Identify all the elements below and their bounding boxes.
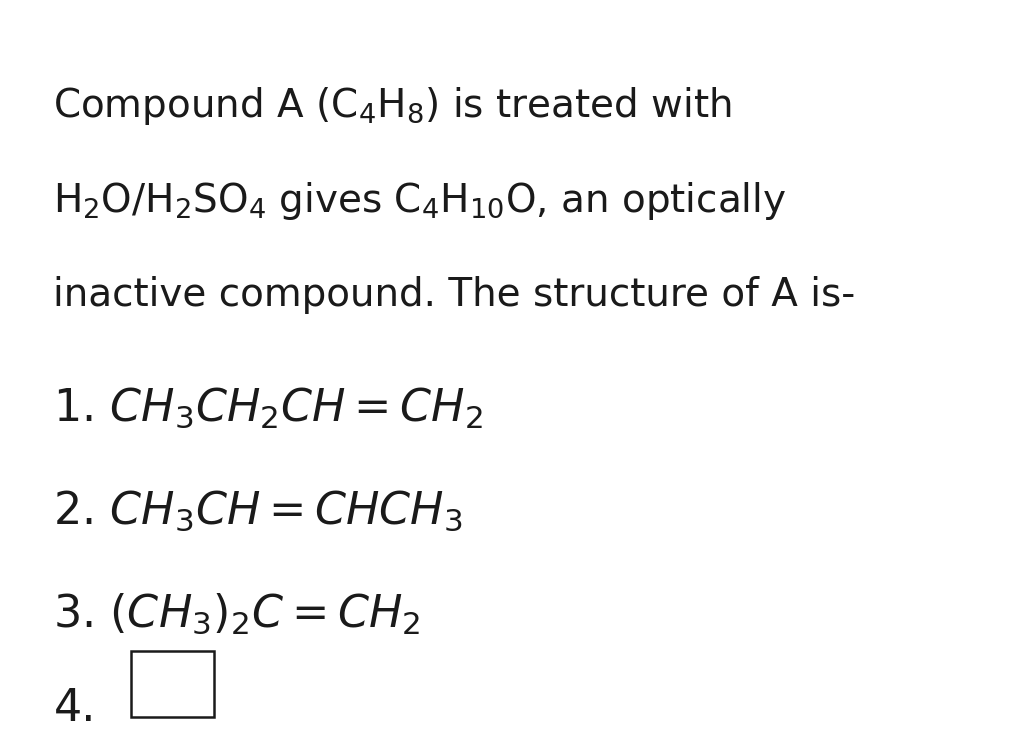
Text: Compound A ($\mathregular{C_4H_8}$) is treated with: Compound A ($\mathregular{C_4H_8}$) is t…	[53, 84, 732, 127]
FancyBboxPatch shape	[131, 651, 214, 717]
Text: 3. $(CH_3)_2C=CH_2$: 3. $(CH_3)_2C=CH_2$	[53, 592, 421, 637]
Text: $\mathregular{H_2O/H_2SO_4}$ gives $\mathregular{C_4H_{10}O}$, an optically: $\mathregular{H_2O/H_2SO_4}$ gives $\mat…	[53, 180, 786, 222]
Text: 2. $CH_3CH=CHCH_3$: 2. $CH_3CH=CHCH_3$	[53, 489, 463, 534]
Text: 1. $CH_3CH_2CH=CH_2$: 1. $CH_3CH_2CH=CH_2$	[53, 386, 483, 431]
Text: inactive compound. The structure of A is-: inactive compound. The structure of A is…	[53, 276, 856, 313]
Text: 4.: 4.	[53, 688, 96, 731]
